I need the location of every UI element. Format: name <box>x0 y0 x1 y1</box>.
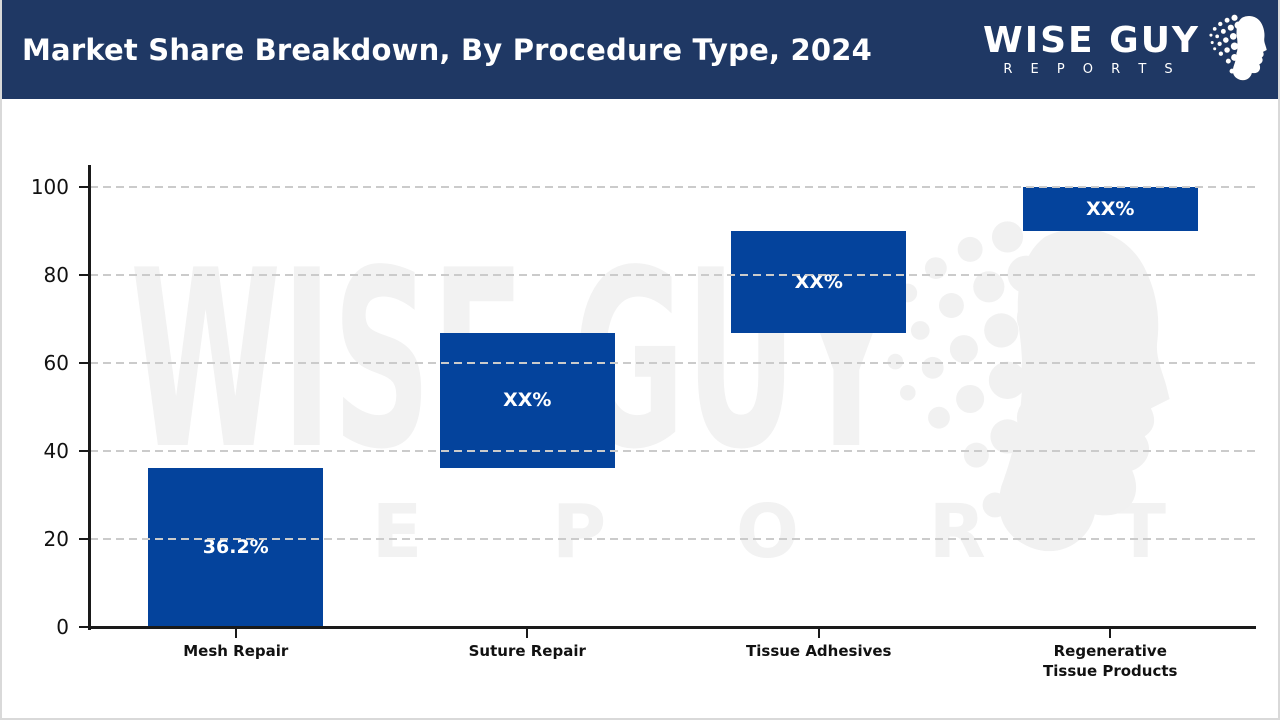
bar-mesh-repair: 36.2% <box>148 467 324 627</box>
bar-value-label: XX% <box>794 270 843 293</box>
bar-regenerative-tissue-products: XX% <box>1022 187 1198 231</box>
y-tick-label-100: 100 <box>30 175 69 199</box>
gridline-20 <box>90 538 1256 540</box>
y-tick-20 <box>79 538 88 540</box>
gridline-40 <box>90 450 1256 452</box>
watermark-text: WISE GUY R E P O R T S <box>130 218 1280 575</box>
y-tick-label-60: 60 <box>43 351 69 375</box>
y-tick-80 <box>79 274 88 276</box>
gridline-80 <box>90 274 1256 276</box>
gridline-60 <box>90 362 1256 364</box>
x-tick-1 <box>234 629 237 638</box>
y-tick-label-0: 0 <box>56 615 69 639</box>
logo-tagline: R E P O R T S <box>1003 62 1180 77</box>
bar-value-label: XX% <box>503 389 552 412</box>
x-category-label-2: Suture Repair <box>468 642 586 660</box>
x-axis-spine <box>88 626 1256 629</box>
y-tick-0 <box>79 626 88 628</box>
x-category-label-1: Mesh Repair <box>183 642 289 660</box>
watermark-line1: WISE GUY <box>130 218 897 503</box>
watermark-head-icon <box>881 221 1170 552</box>
x-tick-3 <box>817 629 820 638</box>
logo-name: WISE GUY <box>982 20 1200 61</box>
bar-value-label: 36.2% <box>202 536 269 559</box>
y-tick-100 <box>79 186 88 188</box>
y-tick-60 <box>79 362 88 364</box>
y-tick-label-20: 20 <box>43 527 69 551</box>
x-category-label-3: Tissue Adhesives <box>746 642 892 660</box>
bar-value-label: XX% <box>1086 197 1135 220</box>
x-category-label-4: Regenerative Tissue Products <box>1043 642 1178 681</box>
y-axis-spine <box>88 165 91 630</box>
y-tick-40 <box>79 450 88 452</box>
bar-tissue-adhesives: XX% <box>731 230 907 333</box>
gridline-100 <box>90 186 1256 188</box>
watermark-line2: R E P O R T S <box>185 489 1280 575</box>
y-tick-label-80: 80 <box>43 263 69 287</box>
wiseguy-logo: WISE GUY R E P O R T S <box>983 9 1268 91</box>
logo-text: WISE GUY R E P O R T S <box>982 20 1200 77</box>
x-tick-4 <box>1109 629 1112 638</box>
header: Market Share Breakdown, By Procedure Typ… <box>2 0 1278 99</box>
head-profile-icon <box>1209 14 1267 80</box>
bar-suture-repair: XX% <box>439 332 615 468</box>
x-tick-2 <box>526 629 529 638</box>
page-title: Market Share Breakdown, By Procedure Typ… <box>22 32 873 67</box>
y-tick-label-40: 40 <box>43 439 69 463</box>
